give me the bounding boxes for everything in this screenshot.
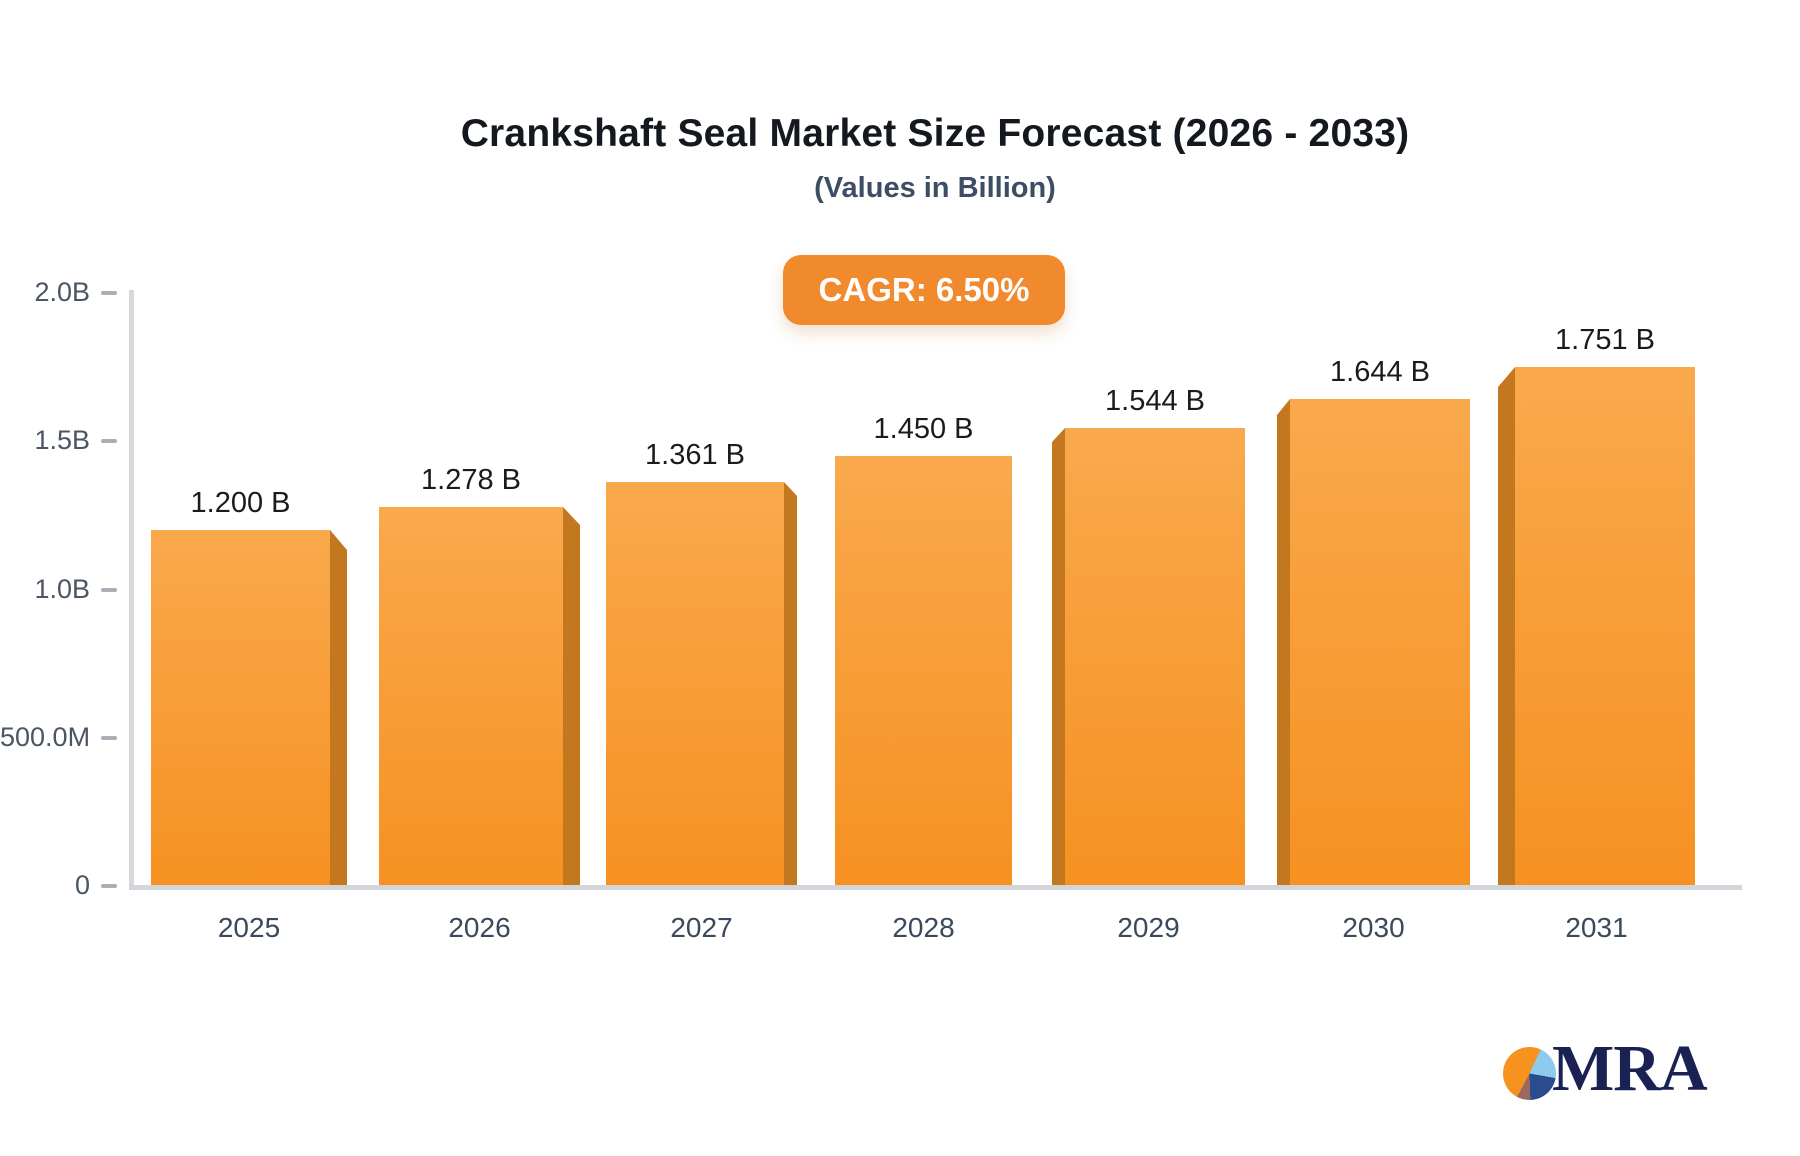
x-axis-label-2027: 2027: [670, 912, 733, 943]
bar-side-face-2031: [1498, 367, 1515, 886]
bar-side-face-2029: [1052, 428, 1065, 886]
y-axis-tick-label: 2.0B: [34, 277, 90, 307]
bar-side-face-2025: [330, 530, 347, 886]
bar-2030[interactable]: [1290, 399, 1470, 886]
y-axis-tick-mark: [101, 884, 117, 888]
y-axis-tick-label: 1.0B: [34, 574, 90, 604]
bar-2029[interactable]: [1065, 428, 1245, 886]
cagr-badge: CAGR: 6.50%: [783, 255, 1065, 325]
bar-value-label-2029: 1.544 B: [1105, 385, 1205, 417]
x-axis-label-2025: 2025: [217, 912, 281, 943]
bar-2025[interactable]: [151, 530, 330, 886]
chart-title: Crankshaft Seal Market Size Forecast (20…: [460, 112, 1410, 155]
bar-value-label-2030: 1.644 B: [1330, 356, 1430, 388]
bar-2031[interactable]: [1515, 367, 1695, 886]
brand-logo-text: MRA: [1552, 1032, 1708, 1105]
brand-logo: MRA: [1503, 1032, 1708, 1105]
x-axis-label-2026: 2026: [448, 912, 511, 943]
y-axis-tick-mark: [101, 291, 117, 295]
bar-side-face-2030: [1277, 399, 1290, 886]
x-axis-label-2029: 2029: [1117, 912, 1180, 943]
bar-side-face-2027: [784, 482, 797, 886]
y-axis-tick-mark: [101, 588, 117, 592]
pie-chart-logo-icon: [1503, 1046, 1556, 1100]
bar-2027[interactable]: [606, 482, 784, 886]
x-axis-line: [129, 885, 1742, 890]
bar-value-label-2026: 1.278 B: [421, 464, 521, 496]
bar-value-label-2031: 1.751 B: [1555, 324, 1655, 356]
x-axis-label-2030: 2030: [1342, 912, 1405, 943]
y-axis-tick-label: 500.0M: [0, 722, 91, 752]
y-axis-tick-label: 0: [74, 870, 90, 900]
bar-2026[interactable]: [379, 507, 563, 886]
x-axis-label-2031: 2031: [1565, 912, 1628, 943]
bar-value-label-2027: 1.361 B: [645, 439, 745, 471]
y-axis-tick-mark: [101, 439, 117, 443]
x-axis-label-2028: 2028: [892, 912, 955, 943]
chart-subtitle: (Values in Billion): [814, 172, 1056, 204]
bar-value-label-2028: 1.450 B: [873, 413, 974, 445]
y-axis-tick-label: 1.5B: [34, 425, 90, 455]
bar-side-face-2026: [563, 507, 580, 886]
y-axis-line: [129, 290, 134, 890]
bar-value-label-2025: 1.200 B: [190, 487, 291, 519]
y-axis-tick-mark: [101, 736, 117, 740]
bar-2028[interactable]: [835, 456, 1012, 886]
